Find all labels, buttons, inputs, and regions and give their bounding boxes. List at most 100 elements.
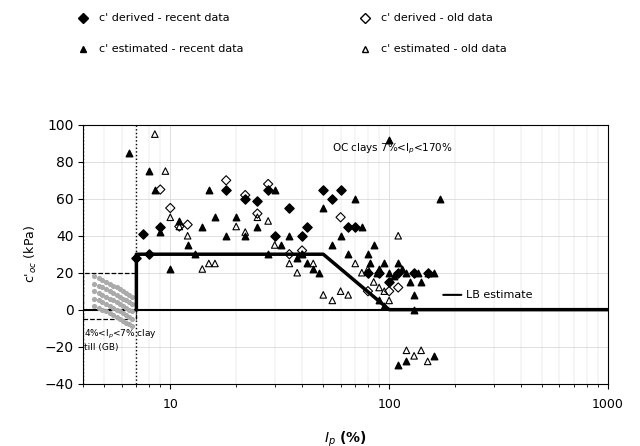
Point [297, 247, 307, 254]
Point [231, 214, 241, 221]
Point [327, 297, 337, 304]
Point [350, 195, 360, 202]
Point [112, 299, 122, 306]
Point [221, 177, 231, 184]
Point [93, 289, 104, 297]
Point [150, 186, 160, 193]
Point [363, 251, 373, 258]
Point [350, 260, 360, 267]
Point [356, 223, 367, 230]
Text: LB estimate: LB estimate [466, 290, 532, 300]
Point [405, 278, 415, 285]
Point [416, 278, 426, 285]
Point [409, 269, 419, 276]
Point [118, 317, 129, 324]
Point [413, 269, 423, 276]
Point [308, 265, 318, 273]
Point [101, 293, 111, 300]
Point [327, 241, 337, 248]
Point [105, 288, 115, 295]
Point [388, 273, 399, 280]
Point [121, 289, 131, 297]
Point [165, 265, 175, 273]
Point [252, 210, 262, 217]
Point [374, 284, 384, 291]
Point [127, 308, 138, 315]
Point [269, 241, 280, 248]
Point [263, 186, 273, 193]
Point [112, 314, 122, 321]
Point [318, 204, 328, 211]
Point [97, 306, 108, 313]
Point [301, 223, 312, 230]
Text: OC clays 7%<I$_p$<170%: OC clays 7%<I$_p$<170% [332, 141, 453, 156]
Point [401, 347, 412, 354]
Point [292, 254, 302, 261]
Point [174, 217, 184, 224]
Point [409, 352, 419, 359]
Point [422, 358, 433, 365]
Text: c' estimated - old data: c' estimated - old data [381, 44, 506, 54]
Point [124, 299, 134, 306]
Point [422, 269, 433, 276]
Point [284, 232, 294, 240]
Point [335, 214, 346, 221]
Point [115, 293, 125, 300]
Point [197, 223, 207, 230]
Point [393, 362, 403, 369]
Text: 1000: 1000 [592, 398, 624, 411]
Point [155, 186, 165, 193]
Point [335, 186, 346, 193]
Point [356, 269, 367, 276]
Point [422, 269, 433, 276]
Point [165, 204, 175, 211]
Point [343, 291, 353, 298]
Point [127, 301, 138, 308]
Point [105, 302, 115, 310]
Point [93, 275, 104, 282]
Point [240, 232, 250, 240]
Point [369, 278, 379, 285]
Point [144, 168, 154, 175]
Point [384, 278, 394, 285]
Point [374, 269, 384, 276]
Point [401, 269, 412, 276]
Point [252, 214, 262, 221]
Point [105, 295, 115, 302]
Point [327, 195, 337, 202]
Point [204, 260, 214, 267]
Point [409, 306, 419, 313]
Point [105, 280, 115, 287]
Point [297, 232, 307, 240]
Point [160, 168, 170, 175]
Point [89, 288, 99, 295]
Point [124, 314, 134, 321]
Point [89, 295, 99, 302]
Point [108, 304, 118, 311]
Point [314, 269, 324, 276]
Point [155, 228, 165, 235]
Point [118, 288, 129, 295]
Point [379, 260, 389, 267]
Point [115, 301, 125, 308]
Point [121, 304, 131, 311]
Y-axis label: c'$_{oc}$ (kPa): c'$_{oc}$ (kPa) [22, 225, 39, 283]
Point [204, 186, 214, 193]
Point [124, 306, 134, 313]
Point [97, 291, 108, 298]
Point [124, 321, 134, 328]
Point [127, 315, 138, 322]
Point [89, 302, 99, 310]
Point [393, 284, 403, 291]
Point [297, 251, 307, 258]
Point [393, 260, 403, 267]
Point [318, 291, 328, 298]
Point [263, 251, 273, 258]
Text: c' estimated - recent data: c' estimated - recent data [99, 44, 244, 54]
Point [89, 280, 99, 287]
Point [121, 319, 131, 326]
Point [190, 251, 200, 258]
Point [108, 297, 118, 304]
Point [363, 288, 373, 295]
Text: c' derived - old data: c' derived - old data [381, 13, 493, 23]
